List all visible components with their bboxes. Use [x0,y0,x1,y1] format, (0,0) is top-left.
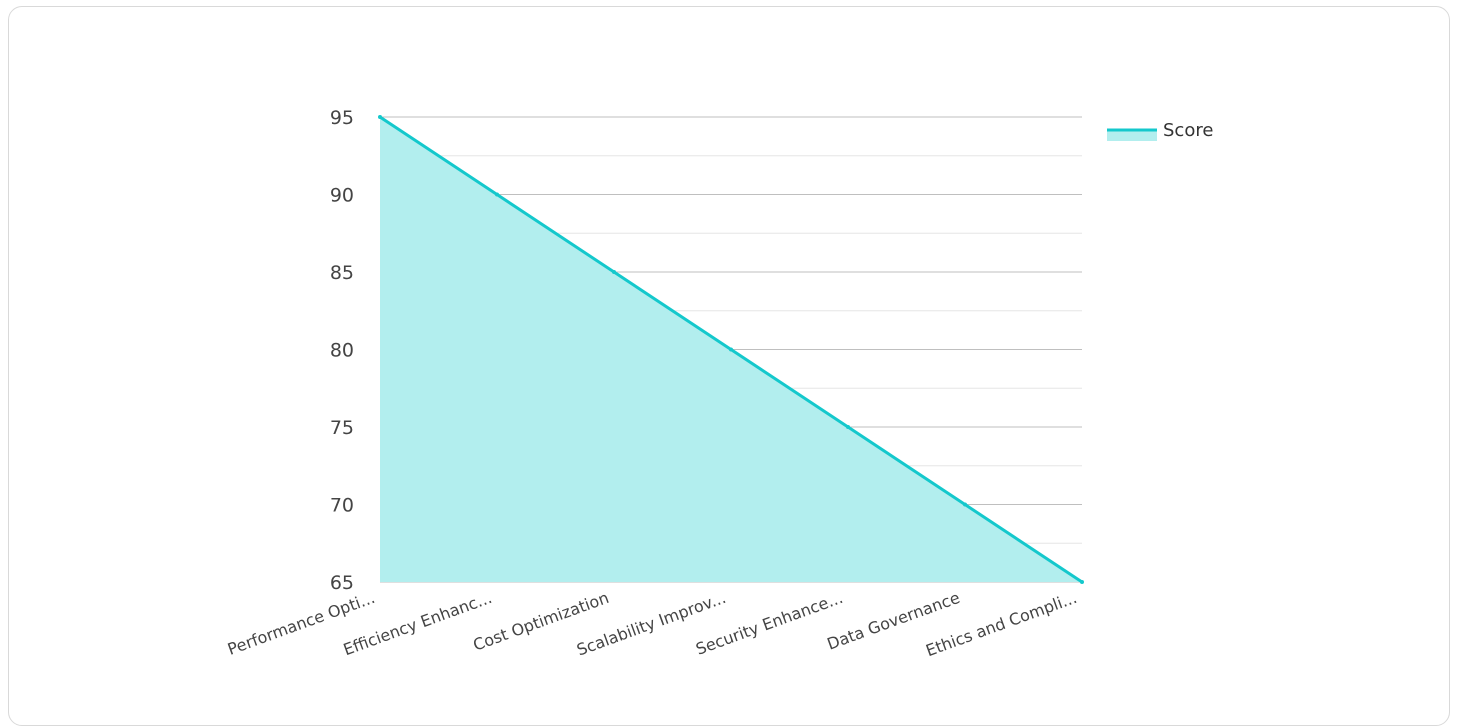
y-tick-label: 75 [330,417,354,439]
y-tick-label: 70 [330,495,354,517]
y-tick-label: 85 [330,262,354,284]
y-tick-label: 80 [330,340,354,362]
data-point[interactable] [846,425,850,429]
area-series [378,115,1084,584]
legend-label: Score [1163,120,1213,141]
data-point[interactable] [1080,580,1084,584]
data-point[interactable] [612,270,616,274]
y-tick-label: 90 [330,185,354,207]
y-tick-label: 65 [330,572,354,594]
x-axis-ticks: Performance Opti...Efficiency Enhanc...C… [225,588,1079,660]
y-axis-ticks: 65 70 75 80 85 90 95 [330,107,354,594]
data-point[interactable] [495,192,499,197]
legend-swatch-fill [1107,130,1157,141]
data-point[interactable] [729,347,733,352]
score-area-chart: 65 70 75 80 85 90 95 Performance Opti...Effici… [225,107,1213,660]
legend[interactable]: Score [1107,120,1213,141]
data-point[interactable] [963,502,967,507]
data-point[interactable] [378,115,382,119]
y-tick-label: 95 [330,107,354,129]
